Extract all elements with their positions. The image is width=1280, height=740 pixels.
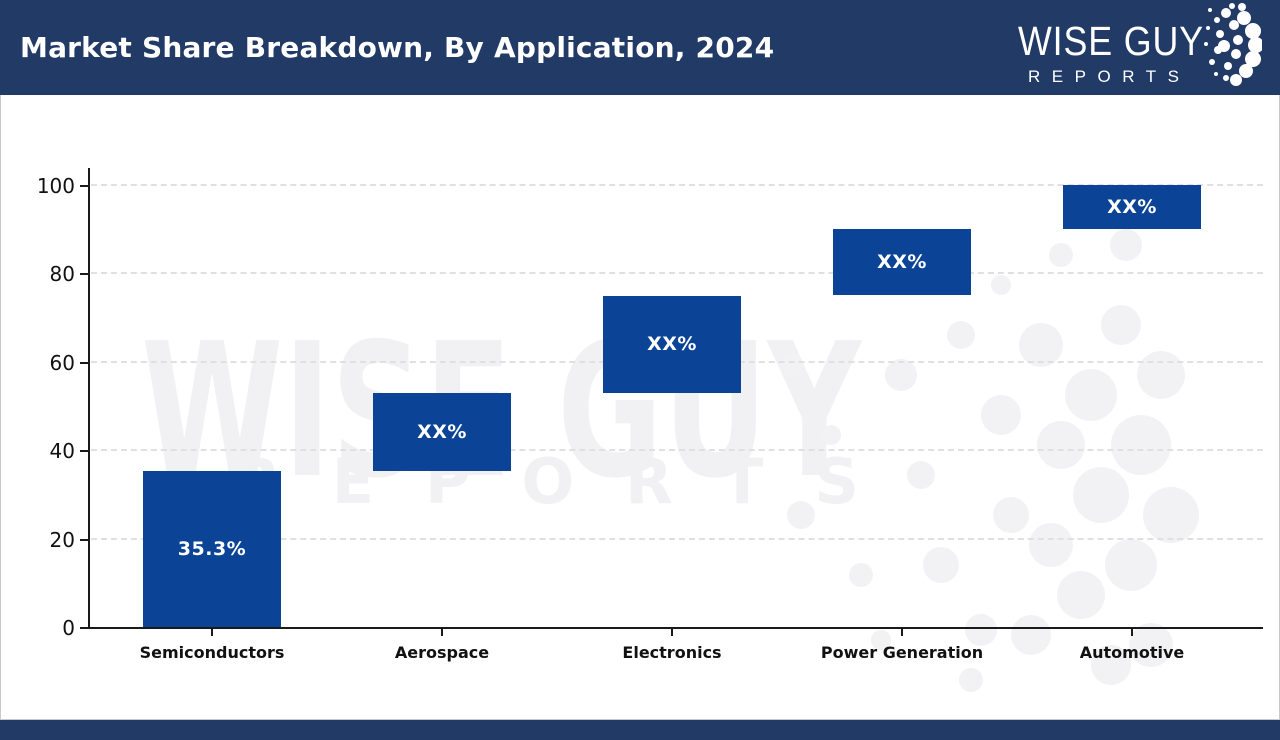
chart-bar: XX% — [1063, 185, 1201, 230]
x-tick-mark — [1131, 629, 1133, 636]
y-tick-label: 20 — [49, 527, 75, 552]
chart-bar: XX% — [373, 392, 511, 471]
y-tick-label: 40 — [49, 439, 75, 464]
logo-head-dots-icon — [1204, 2, 1262, 86]
chart-bar: XX% — [603, 295, 741, 393]
bar-value-label: XX% — [417, 420, 467, 443]
wise-guy-reports-logo: WISE GUY REPORTS — [1012, 2, 1262, 94]
y-tick-mark — [80, 627, 89, 629]
y-gridline — [91, 272, 1263, 275]
bar-value-label: XX% — [647, 333, 697, 356]
x-category-label: Electronics — [622, 643, 722, 662]
x-tick-mark — [671, 629, 673, 636]
logo-wordmark: WISE GUY — [1018, 18, 1204, 64]
y-tick-mark — [80, 361, 89, 364]
chart-bar: 35.3% — [143, 470, 281, 627]
x-category-label: Automotive — [1079, 643, 1185, 662]
x-category-label: Aerospace — [394, 643, 490, 662]
bar-value-label: XX% — [1107, 196, 1157, 219]
x-tick-mark — [211, 629, 213, 636]
y-tick-label: 80 — [49, 262, 75, 287]
y-tick-label: 0 — [62, 616, 75, 640]
chart-bar: XX% — [833, 229, 971, 296]
x-category-label: Power Generation — [820, 643, 984, 662]
logo-subtitle: REPORTS — [1028, 67, 1188, 86]
header: Market Share Breakdown, By Application, … — [0, 0, 1280, 95]
x-tick-mark — [901, 629, 903, 636]
y-tick-mark — [80, 450, 89, 453]
y-gridline — [91, 537, 1263, 540]
y-tick-mark — [80, 538, 89, 541]
page-title: Market Share Breakdown, By Application, … — [20, 31, 775, 64]
y-gridline — [91, 449, 1263, 452]
y-tick-mark — [80, 185, 89, 187]
plot: 0 20 40 60 80 100 35.3% XX% XX% XX% XX% Semiconduct… — [1, 95, 1279, 719]
y-tick-label: 100 — [36, 174, 75, 198]
chart-area: WISE GUY REPORTS 02040608010035.3%XX%XX%… — [0, 95, 1280, 720]
y-axis-line — [88, 168, 90, 629]
footer-bar — [0, 720, 1280, 740]
x-axis-line — [88, 627, 1263, 629]
y-tick-mark — [80, 273, 89, 276]
logo-graphic: WISE GUY REPORTS — [1018, 2, 1262, 86]
x-category-label: Semiconductors — [139, 643, 285, 662]
bar-value-label: XX% — [877, 251, 927, 274]
bar-value-label: 35.3% — [177, 537, 247, 560]
x-tick-mark — [441, 629, 443, 636]
y-gridline — [91, 184, 1263, 186]
y-tick-label: 60 — [49, 350, 75, 375]
